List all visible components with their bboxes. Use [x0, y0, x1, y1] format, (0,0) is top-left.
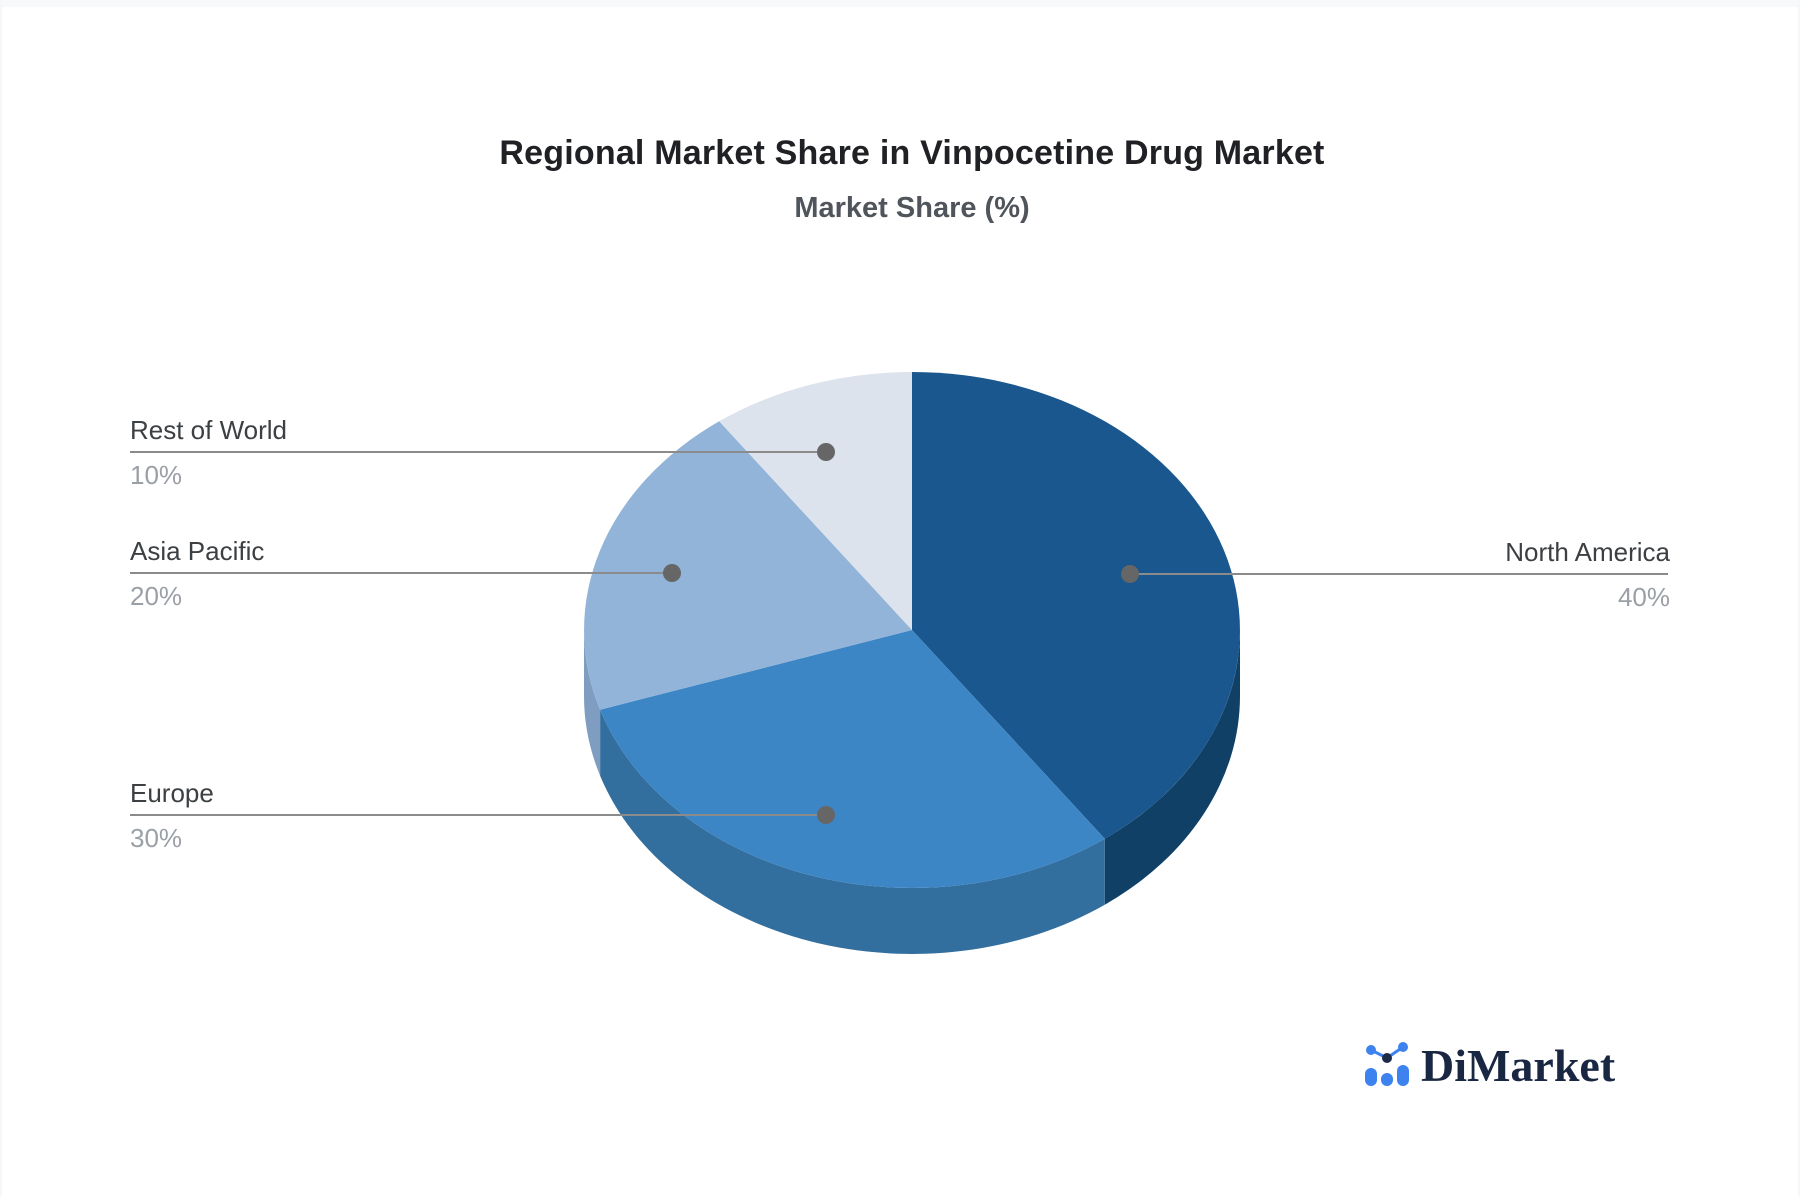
chart-subtitle: Market Share (%) [794, 192, 1030, 224]
pie-slice-asia-pacific [584, 421, 912, 710]
slice-value-asia-pacific: 20% [130, 581, 183, 611]
slice-value-north-america: 40% [1617, 582, 1670, 612]
callout-dot-asia-pacific [663, 564, 681, 582]
pie-slices [584, 372, 1240, 888]
pie-3d-rim [584, 630, 1240, 954]
callout-dot-rest-of-world [817, 443, 835, 461]
pie-rim-north-america [1104, 630, 1240, 905]
slice-label-rest-of-world: Rest of World [130, 415, 288, 445]
callout-dot-europe [817, 806, 835, 824]
slice-label-europe: Europe [130, 778, 214, 808]
pie-slice-europe [600, 630, 1105, 888]
callout-dot-north-america [1121, 565, 1139, 583]
pie-rim-asia-pacific [584, 630, 601, 776]
pie-rim-europe [600, 709, 1105, 954]
chart-title: Regional Market Share in Vinpocetine Dru… [499, 134, 1325, 172]
slice-label-north-america: North America [1505, 537, 1670, 567]
dimarket-logo-text: DiMarket [1421, 1040, 1616, 1091]
pie-slice-rest-of-world [719, 372, 912, 630]
callout-lines [130, 443, 1668, 824]
dimarket-logo: DiMarket [1363, 1042, 1615, 1090]
slice-value-europe: 30% [130, 823, 183, 853]
slice-label-asia-pacific: Asia Pacific [130, 536, 265, 566]
pie-slice-north-america [912, 372, 1240, 839]
bar-chart-logo-icon [1365, 1042, 1409, 1086]
slice-value-rest-of-world: 10% [130, 460, 183, 490]
page-top-border [0, 0, 1800, 7]
